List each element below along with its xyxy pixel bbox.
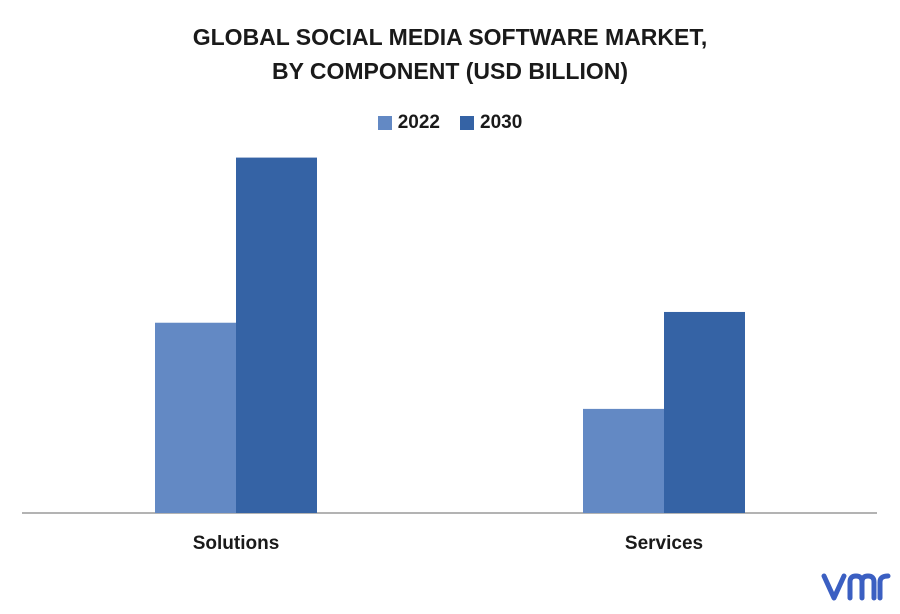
bar-services-2030	[664, 311, 745, 513]
legend-label-2022: 2022	[397, 112, 440, 133]
legend: 2022 2030	[0, 112, 900, 134]
chart-title: GLOBAL SOCIAL MEDIA SOFTWARE MARKET, BY …	[0, 20, 900, 88]
chart-title-line-2: BY COMPONENT (USD BILLION)	[271, 58, 629, 84]
chart-title-line-1: GLOBAL SOCIAL MEDIA SOFTWARE MARKET,	[192, 24, 708, 50]
category-label-solutions: Solutions	[193, 533, 280, 554]
legend-item-2022: 2022	[377, 112, 440, 134]
vmr-logo	[821, 573, 891, 601]
bar-solutions-2022	[155, 322, 236, 513]
legend-swatch-2022	[377, 116, 392, 130]
category-label-services: Services	[625, 533, 703, 554]
bar-services-2022	[583, 408, 664, 513]
legend-swatch-2030	[460, 116, 474, 130]
legend-item-2030: 2030	[460, 112, 522, 134]
bar-solutions-2030	[236, 157, 317, 513]
legend-label-2030: 2030	[480, 112, 523, 133]
